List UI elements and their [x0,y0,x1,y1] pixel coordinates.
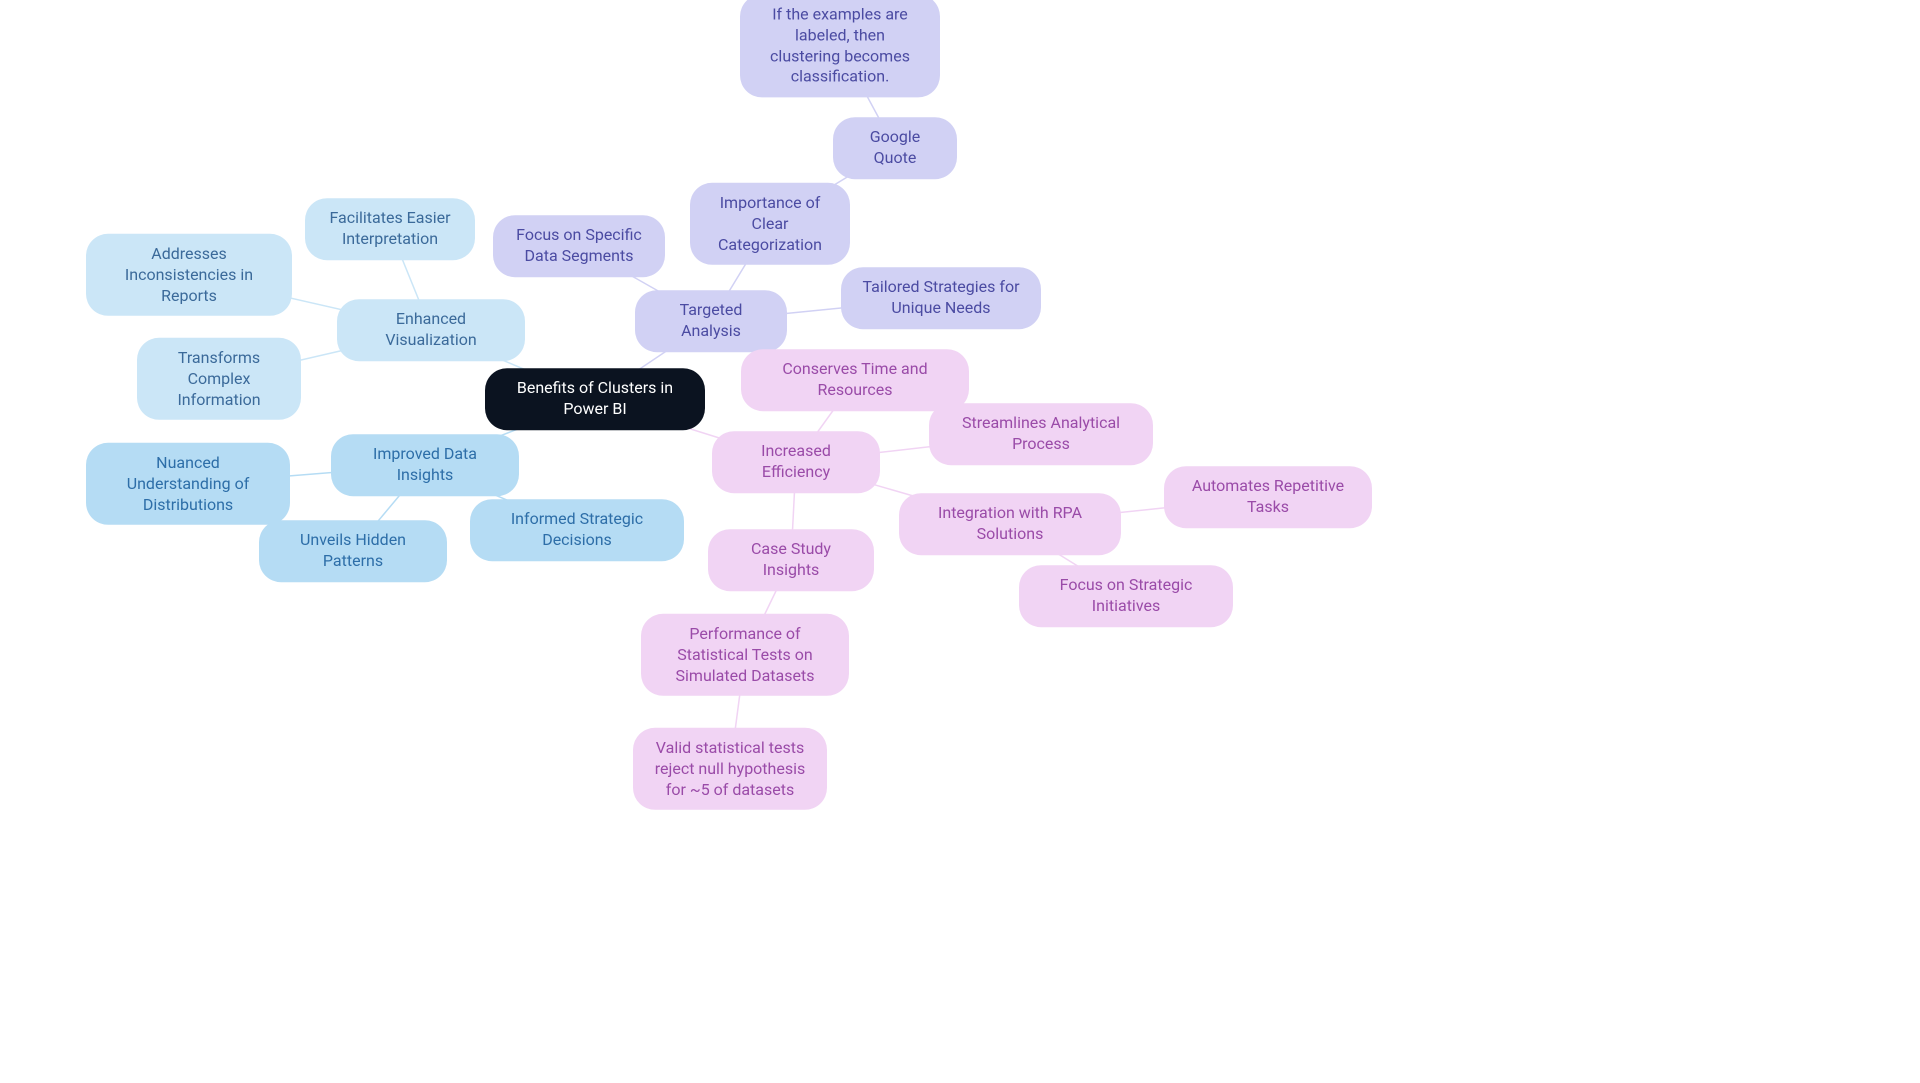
node-label: Benefits of Clusters in Power BI [503,378,687,420]
node-ie: Increased Efficiency [712,431,880,493]
node-label: Case Study Insights [726,539,856,581]
node-label: Targeted Analysis [653,300,769,342]
node-ie1: Conserves Time and Resources [741,349,969,411]
node-idi2: Unveils Hidden Patterns [259,520,447,582]
node-rpa1: Automates Repetitive Tasks [1164,466,1372,528]
node-gq1: If the examples are labeled, then cluste… [740,0,940,98]
node-ta1: Focus on Specific Data Segments [493,215,665,277]
node-idi3: Informed Strategic Decisions [470,499,684,561]
node-ta: Targeted Analysis [635,290,787,352]
mindmap-canvas: Benefits of Clusters in Power BI Enhanced… [0,0,1920,1083]
node-label: Tailored Strategies for Unique Needs [859,277,1023,319]
node-label: Unveils Hidden Patterns [277,530,429,572]
node-label: Importance of Clear Categorization [708,193,832,255]
node-ev3: Transforms Complex Information [137,338,301,420]
node-label: Streamlines Analytical Process [947,413,1135,455]
node-label: Informed Strategic Decisions [488,509,666,551]
node-label: Conserves Time and Resources [759,359,951,401]
node-label: Improved Data Insights [349,444,501,486]
node-label: Facilitates Easier Interpretation [323,208,457,250]
node-label: Nuanced Understanding of Distributions [104,453,272,515]
node-ta3: Tailored Strategies for Unique Needs [841,267,1041,329]
node-cs: Case Study Insights [708,529,874,591]
node-idi1: Nuanced Understanding of Distributions [86,443,290,525]
node-rpa2: Focus on Strategic Initiatives [1019,565,1233,627]
node-label: Increased Efficiency [730,441,862,483]
node-label: Focus on Strategic Initiatives [1037,575,1215,617]
node-ta2: Importance of Clear Categorization [690,183,850,265]
node-ev1: Facilitates Easier Interpretation [305,198,475,260]
node-cs1: Performance of Statistical Tests on Simu… [641,614,849,696]
node-ev: Enhanced Visualization [337,299,525,361]
node-label: Google Quote [851,127,939,169]
node-idi: Improved Data Insights [331,434,519,496]
node-label: If the examples are labeled, then cluste… [758,4,922,87]
node-root: Benefits of Clusters in Power BI [485,368,705,430]
node-ie2: Streamlines Analytical Process [929,403,1153,465]
node-label: Valid statistical tests reject null hypo… [651,738,809,800]
node-label: Addresses Inconsistencies in Reports [104,244,274,306]
node-label: Performance of Statistical Tests on Simu… [659,624,831,686]
node-rpa: Integration with RPA Solutions [899,493,1121,555]
node-label: Enhanced Visualization [355,309,507,351]
node-label: Integration with RPA Solutions [917,503,1103,545]
node-cs2: Valid statistical tests reject null hypo… [633,728,827,810]
node-label: Automates Repetitive Tasks [1182,476,1354,518]
node-gq: Google Quote [833,117,957,179]
node-label: Transforms Complex Information [155,348,283,410]
node-label: Focus on Specific Data Segments [511,225,647,267]
node-ev2: Addresses Inconsistencies in Reports [86,234,292,316]
